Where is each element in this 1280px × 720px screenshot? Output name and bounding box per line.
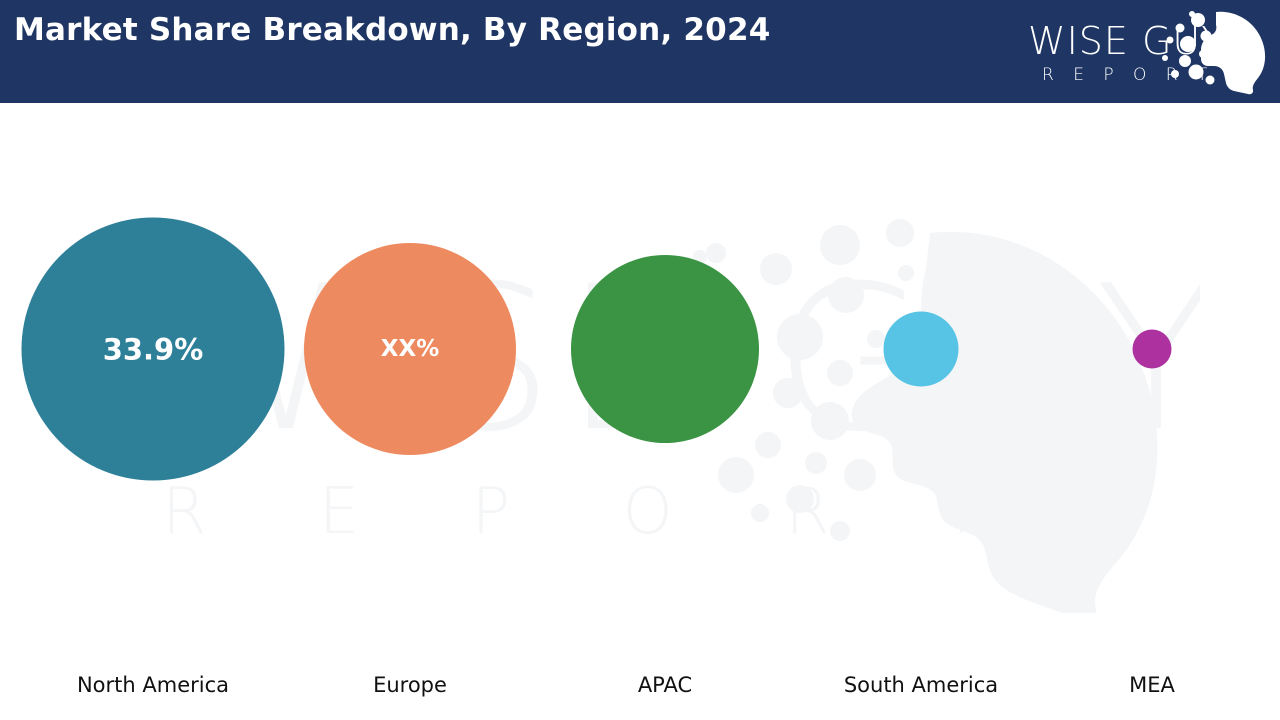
- bubble-value-label-north-america: 33.9%: [102, 332, 204, 366]
- bubble-series: 33.9% XX%: [0, 103, 1280, 720]
- bubble-europe[interactable]: XX%: [304, 243, 516, 455]
- logo-line1-text: WISE GUY: [1028, 19, 1225, 63]
- wise-guy-reports-logo: WISE GUY R E P O R T S: [1020, 6, 1272, 96]
- category-label-south-america: South America: [843, 673, 999, 697]
- bubble-south-america[interactable]: [883, 311, 959, 387]
- category-label-apac: APAC: [637, 673, 693, 697]
- category-label-europe: Europe: [373, 673, 447, 697]
- category-label-mea: MEA: [1129, 673, 1175, 697]
- chart-header-bar: Market Share Breakdown, By Region, 2024: [0, 0, 1280, 103]
- bubble-north-america[interactable]: 33.9%: [21, 217, 285, 481]
- page-title: Market Share Breakdown, By Region, 2024: [14, 12, 771, 48]
- bubble-mea[interactable]: [1132, 329, 1172, 369]
- logo-line2-text: R E P O R T S: [1042, 65, 1245, 85]
- bubble-value-label-europe: XX%: [380, 336, 440, 362]
- category-label-north-america: North America: [76, 673, 230, 697]
- chart-plot-area: WISE GUY R E P O R T S 33.9% XX%: [0, 103, 1280, 720]
- bubble-apac[interactable]: [571, 255, 759, 443]
